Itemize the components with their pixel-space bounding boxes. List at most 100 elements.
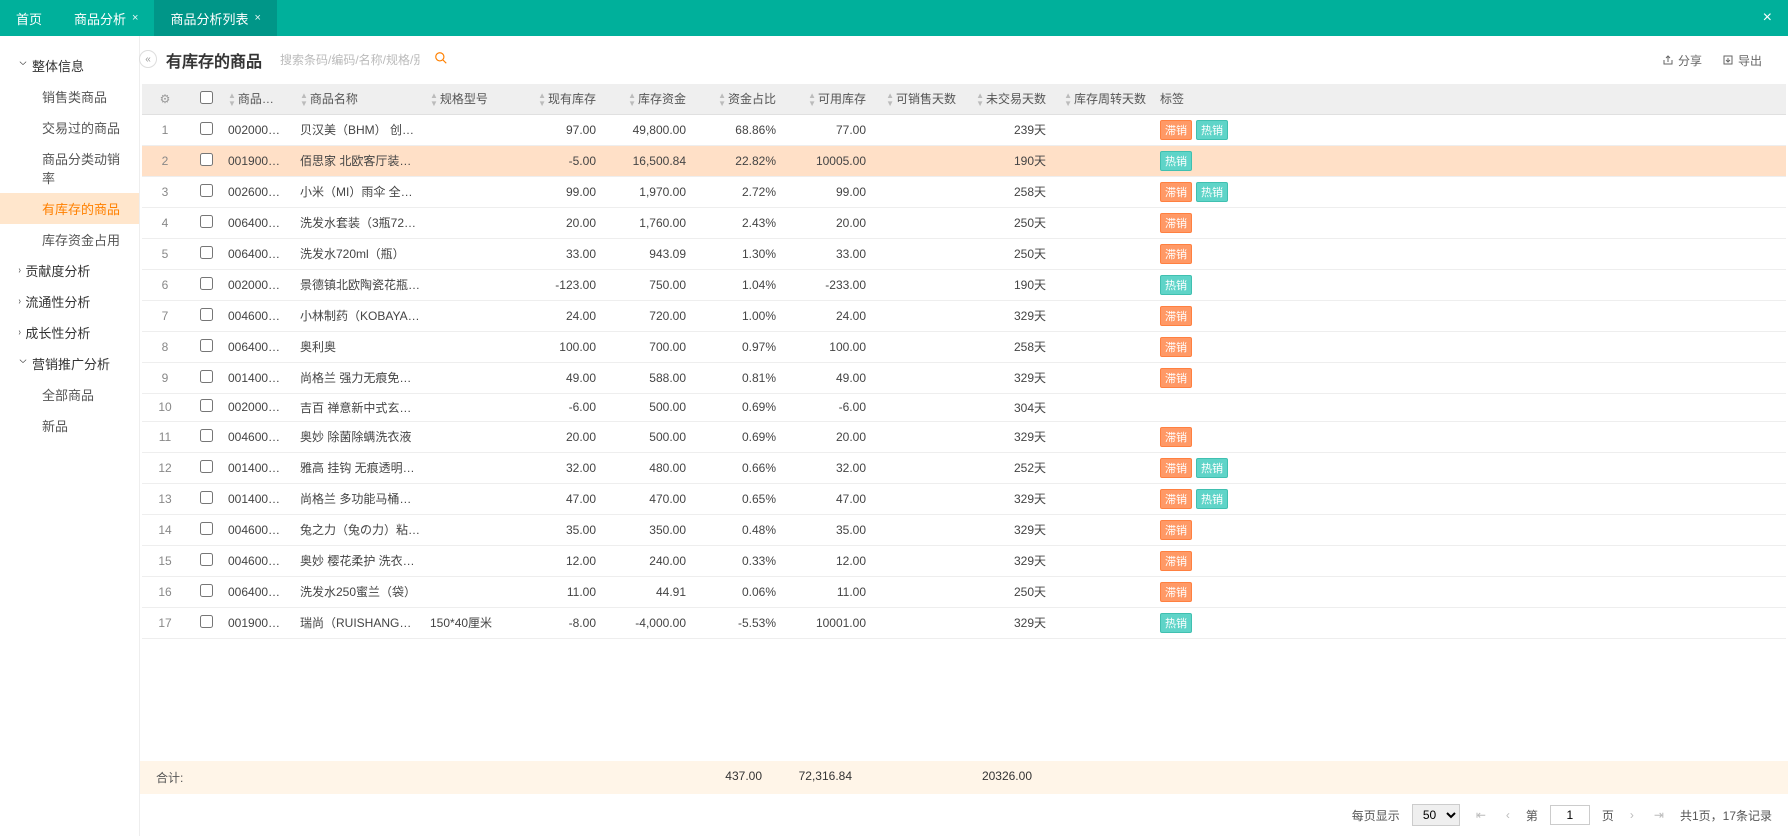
tab-0[interactable]: 首页 <box>0 0 58 36</box>
row-checkbox[interactable] <box>200 553 213 566</box>
row-checkbox[interactable] <box>200 370 213 383</box>
cell-funds: 750.00 <box>606 269 696 300</box>
table-row[interactable]: 4006400…洗发水套装（3瓶720ml+1120.001,760.002.4… <box>142 207 1786 238</box>
cell-turnover <box>1056 176 1156 207</box>
table-row[interactable]: 12001400…雅高 挂钩 无痕透明粘钩 强32.00480.000.66%3… <box>142 452 1786 483</box>
col-header-ratio[interactable]: ▲▼资金占比 <box>696 84 786 114</box>
row-checkbox[interactable] <box>200 308 213 321</box>
first-page-icon[interactable]: ⇤ <box>1472 808 1490 822</box>
sidebar-group-3[interactable]: ›成长性分析 <box>0 317 139 348</box>
row-checkbox[interactable] <box>200 584 213 597</box>
table-row[interactable]: 6002000…景德镇北欧陶瓷花瓶摆件 优-123.00750.001.04%-… <box>142 269 1786 300</box>
table-row[interactable]: 8006400…奥利奥100.00700.000.97%100.00258天滞销 <box>142 331 1786 362</box>
table-row[interactable]: 3002600…小米（MI）雨伞 全自动折叠99.001,970.002.72%… <box>142 176 1786 207</box>
table-row[interactable]: 11004600…奥妙 除菌除螨洗衣液20.00500.000.69%20.00… <box>142 421 1786 452</box>
cell-tags: 滞销 <box>1156 362 1786 393</box>
sort-icon: ▲▼ <box>718 92 726 108</box>
cell-name: 小米（MI）雨伞 全自动折叠 <box>296 176 426 207</box>
close-all-tabs-icon[interactable]: × <box>1755 0 1780 36</box>
col-header-spec[interactable]: ▲▼规格型号 <box>426 84 516 114</box>
tag-zhixiao: 滞销 <box>1160 182 1192 202</box>
col-header-stock[interactable]: ▲▼现有库存 <box>516 84 606 114</box>
sidebar-group-4[interactable]: ﹀营销推广分析 <box>0 348 139 379</box>
col-header-code[interactable]: ▲▼商品… <box>224 84 296 114</box>
tab-1[interactable]: 商品分析× <box>58 0 154 36</box>
close-tab-icon[interactable]: × <box>254 12 260 24</box>
row-checkbox[interactable] <box>200 215 213 228</box>
table-row[interactable]: 15004600…奥妙 樱花柔护 洗衣凝珠 1012.00240.000.33%… <box>142 545 1786 576</box>
table-row[interactable]: 2001900…佰思家 北欧客厅装饰画卧室-5.0016,500.8422.82… <box>142 145 1786 176</box>
search-icon[interactable] <box>434 51 448 68</box>
sidebar-item-4-1[interactable]: 新品 <box>0 410 139 441</box>
last-page-icon[interactable]: ⇥ <box>1650 808 1668 822</box>
share-button[interactable]: 分享 <box>1662 52 1702 69</box>
row-checkbox[interactable] <box>200 339 213 352</box>
sidebar-group-label: 成长性分析 <box>25 323 90 342</box>
table-row[interactable]: 5006400…洗发水720ml（瓶）33.00943.091.30%33.00… <box>142 238 1786 269</box>
cell-idx: 11 <box>142 421 188 452</box>
sidebar-group-1[interactable]: ›贡献度分析 <box>0 255 139 286</box>
sidebar-item-0-0[interactable]: 销售类商品 <box>0 81 139 112</box>
sidebar-item-0-4[interactable]: 库存资金占用 <box>0 224 139 255</box>
tag-zhixiao: 滞销 <box>1160 427 1192 447</box>
table-row[interactable]: 7004600…小林制药（KOBAYASHI）E24.00720.001.00%… <box>142 300 1786 331</box>
select-all-checkbox[interactable] <box>200 91 213 104</box>
table-row[interactable]: 16006400…洗发水250蜜兰（袋）11.0044.910.06%11.00… <box>142 576 1786 607</box>
gear-icon[interactable]: ⚙ <box>160 92 171 106</box>
row-checkbox[interactable] <box>200 429 213 442</box>
cell-ratio: 1.00% <box>696 300 786 331</box>
tag-rexiao: 热销 <box>1160 275 1192 295</box>
cell-stock: 20.00 <box>516 207 606 238</box>
col-header-saledays[interactable]: ▲▼可销售天数 <box>876 84 966 114</box>
col-header-funds[interactable]: ▲▼库存资金 <box>606 84 696 114</box>
row-checkbox[interactable] <box>200 491 213 504</box>
sort-icon: ▲▼ <box>300 92 308 108</box>
sidebar-group-2[interactable]: ›流通性分析 <box>0 286 139 317</box>
close-tab-icon[interactable]: × <box>132 12 138 24</box>
col-header-name[interactable]: ▲▼商品名称 <box>296 84 426 114</box>
row-checkbox[interactable] <box>200 615 213 628</box>
per-page-select[interactable]: 50 <box>1412 804 1460 826</box>
tag-rexiao: 热销 <box>1160 613 1192 633</box>
row-checkbox[interactable] <box>200 122 213 135</box>
export-button[interactable]: 导出 <box>1722 52 1762 69</box>
col-header-turnover[interactable]: ▲▼库存周转天数 <box>1056 84 1156 114</box>
col-label: 资金占比 <box>728 92 776 106</box>
totals-row: 合计: 437.00 72,316.84 20326.00 <box>140 761 1788 794</box>
next-page-icon[interactable]: › <box>1626 808 1638 822</box>
col-header-notrade[interactable]: ▲▼未交易天数 <box>966 84 1056 114</box>
cell-tags: 滞销 <box>1156 300 1786 331</box>
row-checkbox[interactable] <box>200 460 213 473</box>
sidebar-item-0-3[interactable]: 有库存的商品 <box>0 193 139 224</box>
row-checkbox[interactable] <box>200 184 213 197</box>
cell-turnover <box>1056 545 1156 576</box>
tab-2[interactable]: 商品分析列表× <box>154 0 276 36</box>
row-checkbox[interactable] <box>200 153 213 166</box>
table-row[interactable]: 10002000…吉百 禅意新中式玄关摆件套-6.00500.000.69%-6… <box>142 393 1786 421</box>
sort-icon: ▲▼ <box>1064 92 1072 108</box>
row-checkbox[interactable] <box>200 246 213 259</box>
prev-page-icon[interactable]: ‹ <box>1502 808 1514 822</box>
table-row[interactable]: 14004600…兔之力（兔の力）粘毛器粘35.00350.000.48%35.… <box>142 514 1786 545</box>
cell-stock: -123.00 <box>516 269 606 300</box>
col-header-avail[interactable]: ▲▼可用库存 <box>786 84 876 114</box>
search-input[interactable] <box>278 49 448 72</box>
table-row[interactable]: 9001400…尚格兰 强力无痕免打孔浴室49.00588.000.81%49.… <box>142 362 1786 393</box>
page-input[interactable] <box>1550 805 1590 825</box>
cell-spec <box>426 331 516 362</box>
sidebar-group-label: 整体信息 <box>32 56 84 75</box>
table-row[interactable]: 1002000…贝汉美（BHM） 创意北欧饰97.0049,800.0068.8… <box>142 114 1786 145</box>
cell-avail: 35.00 <box>786 514 876 545</box>
cell-notrade: 258天 <box>966 176 1056 207</box>
sidebar-group-0[interactable]: ﹀整体信息 <box>0 50 139 81</box>
sidebar-item-4-0[interactable]: 全部商品 <box>0 379 139 410</box>
row-checkbox[interactable] <box>200 277 213 290</box>
col-label: 标签 <box>1160 92 1184 106</box>
row-checkbox[interactable] <box>200 522 213 535</box>
collapse-sidebar-icon[interactable]: « <box>139 50 157 68</box>
table-row[interactable]: 13001400…尚格兰 多功能马桶刷套装 非47.00470.000.65%4… <box>142 483 1786 514</box>
sidebar-item-0-1[interactable]: 交易过的商品 <box>0 112 139 143</box>
table-row[interactable]: 17001900…瑞尚（RUISHANG） 卧室装150*40厘米-8.00-4… <box>142 607 1786 638</box>
row-checkbox[interactable] <box>200 399 213 412</box>
sidebar-item-0-2[interactable]: 商品分类动销率 <box>0 143 139 193</box>
